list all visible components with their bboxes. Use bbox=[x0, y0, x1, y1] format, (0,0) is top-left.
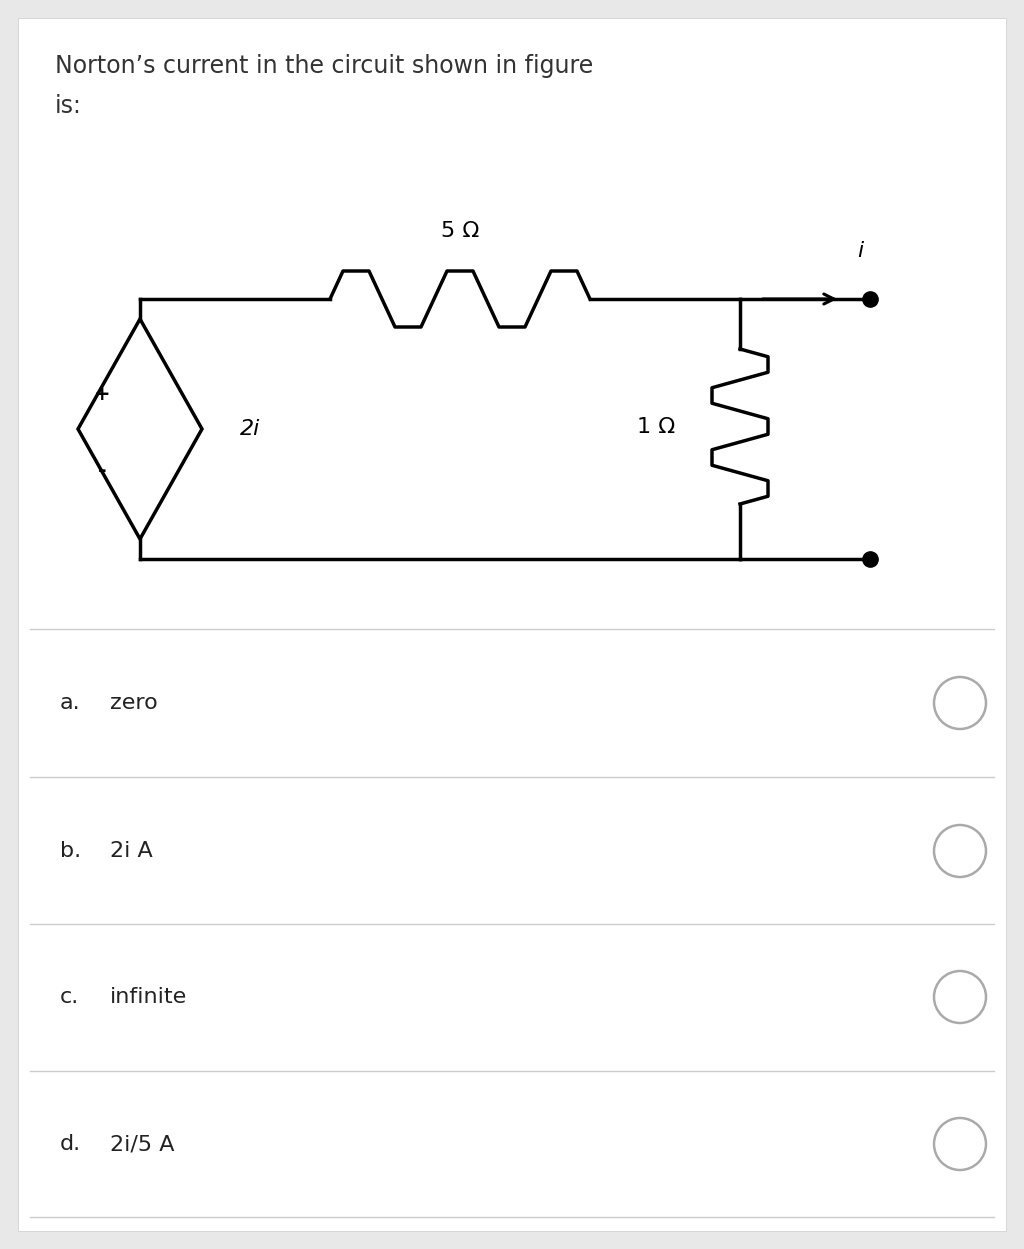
Text: 2i A: 2i A bbox=[110, 841, 153, 861]
Text: -: - bbox=[97, 461, 106, 481]
Text: 5 Ω: 5 Ω bbox=[440, 221, 479, 241]
Text: 1 Ω: 1 Ω bbox=[637, 416, 675, 436]
Text: c.: c. bbox=[60, 987, 79, 1007]
Text: +: + bbox=[94, 385, 111, 403]
Text: 2i: 2i bbox=[240, 418, 260, 438]
Text: is:: is: bbox=[55, 94, 82, 117]
Text: d.: d. bbox=[60, 1134, 81, 1154]
Text: 2i/5 A: 2i/5 A bbox=[110, 1134, 174, 1154]
Text: zero: zero bbox=[110, 693, 158, 713]
Text: b.: b. bbox=[60, 841, 81, 861]
Text: a.: a. bbox=[60, 693, 81, 713]
FancyBboxPatch shape bbox=[18, 17, 1006, 1232]
Text: infinite: infinite bbox=[110, 987, 187, 1007]
Text: Norton’s current in the circuit shown in figure: Norton’s current in the circuit shown in… bbox=[55, 54, 593, 77]
Text: i: i bbox=[857, 241, 863, 261]
